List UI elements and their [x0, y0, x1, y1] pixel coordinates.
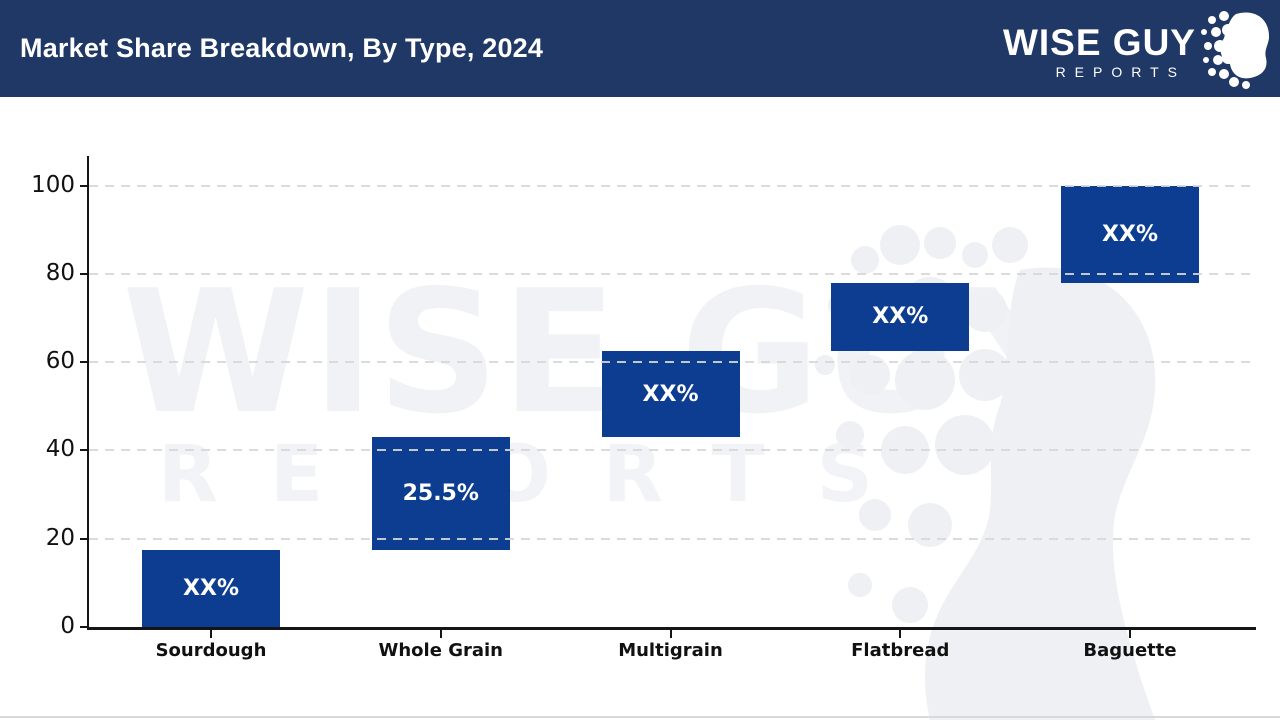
y-axis-line	[87, 156, 89, 630]
bar-value-label: XX%	[183, 575, 239, 601]
gridline	[89, 449, 1256, 452]
bottom-rule	[0, 716, 1280, 718]
gridline	[89, 537, 1256, 540]
y-tick-mark	[80, 626, 89, 628]
x-tick-mark	[1129, 630, 1131, 638]
bar-value-label: XX%	[642, 381, 699, 407]
bar-value-label: XX%	[872, 304, 929, 330]
bar-value-label: 25.5%	[402, 481, 479, 506]
x-tick-label: Flatbread	[851, 640, 950, 661]
x-axis-line	[87, 627, 1256, 630]
page-title: Market Share Breakdown, By Type, 2024	[20, 33, 544, 63]
y-tick-mark	[80, 272, 89, 275]
gridline	[89, 272, 1256, 275]
x-tick-mark	[439, 630, 442, 638]
x-tick-mark	[899, 630, 902, 638]
x-tick-mark	[669, 630, 672, 638]
y-tick-mark	[80, 449, 89, 452]
gridline	[89, 184, 1256, 187]
bar: XX%	[831, 282, 970, 352]
y-tick-label: 0	[60, 613, 75, 639]
bar-value-label: XX%	[1102, 221, 1158, 247]
y-tick-mark	[80, 537, 89, 540]
bar: XX%	[142, 549, 280, 627]
gridline	[89, 361, 1256, 364]
wiseguy-head-icon	[1201, 11, 1270, 89]
x-tick-label: Baguette	[1083, 640, 1177, 661]
watermark-reports: REPORTS	[158, 430, 925, 520]
logo-reports-text: REPORTS	[1055, 64, 1186, 80]
x-tick-mark	[210, 630, 212, 638]
x-tick-label: Multigrain	[618, 640, 723, 661]
y-tick-mark	[80, 184, 89, 187]
brand-logo: WISE GUY REPORTS	[1002, 6, 1272, 92]
x-tick-label: Whole Grain	[378, 640, 503, 661]
y-tick-label: 100	[31, 171, 75, 198]
bar: XX%	[601, 351, 740, 438]
logo-wordmark: WISE GUY	[1002, 22, 1196, 63]
y-tick-label: 60	[45, 348, 75, 375]
header-bar: Market Share Breakdown, By Type, 2024 WI…	[0, 0, 1280, 97]
y-tick-label: 40	[45, 436, 75, 463]
y-tick-label: 20	[45, 524, 75, 551]
bar: 25.5%	[371, 437, 510, 550]
y-tick-mark	[80, 361, 89, 364]
y-tick-label: 80	[45, 259, 75, 286]
x-tick-label: Sourdough	[155, 640, 267, 661]
bar: XX%	[1061, 185, 1199, 283]
